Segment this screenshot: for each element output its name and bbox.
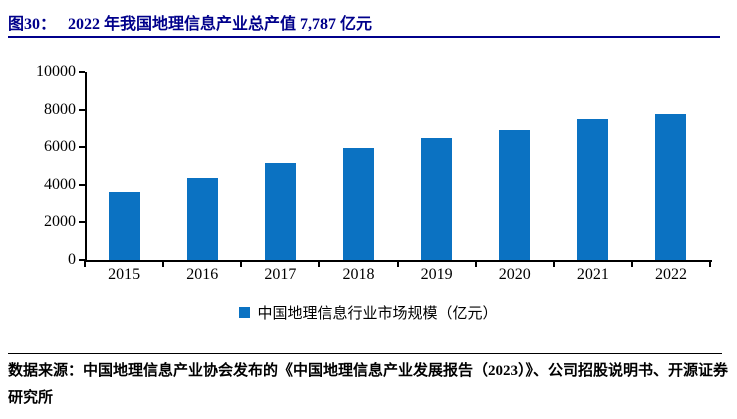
x-axis-tick bbox=[709, 260, 711, 267]
source-rule bbox=[8, 353, 722, 354]
bar-2015 bbox=[108, 192, 140, 260]
source-note: 数据来源：中国地理信息产业协会发布的《中国地理信息产业发展报告（2023）》、公… bbox=[8, 363, 729, 406]
x-axis-tick bbox=[240, 260, 243, 267]
x-axis-label: 2022 bbox=[654, 266, 687, 283]
figure-title: 2022 年我国地理信息产业总产值 7,787 亿元 bbox=[68, 16, 373, 33]
y-axis-tick bbox=[79, 221, 85, 224]
figure-tag: 图30： bbox=[8, 16, 57, 33]
plot-area bbox=[85, 72, 712, 262]
bar-2016 bbox=[186, 178, 218, 260]
x-axis-label: 2016 bbox=[186, 266, 219, 283]
x-axis-tick bbox=[84, 260, 86, 267]
x-axis-label: 2020 bbox=[498, 266, 531, 283]
y-axis-label: 8000 bbox=[44, 100, 76, 118]
x-axis-tick bbox=[630, 260, 633, 267]
bar-2017 bbox=[264, 162, 296, 260]
y-axis-tick bbox=[79, 71, 85, 73]
x-axis-label: 2021 bbox=[576, 266, 609, 283]
x-axis-tick bbox=[396, 260, 399, 267]
bar-2020 bbox=[499, 130, 531, 260]
legend: 中国地理信息行业市场规模（亿元） bbox=[0, 302, 737, 322]
title-rule bbox=[8, 36, 720, 38]
y-axis-tick bbox=[79, 146, 85, 149]
y-axis-label: 2000 bbox=[44, 213, 76, 231]
y-axis-label: 4000 bbox=[44, 175, 76, 193]
x-axis-tick bbox=[162, 260, 165, 267]
x-axis-tick bbox=[474, 260, 477, 267]
bar-2019 bbox=[421, 138, 453, 260]
legend-label: 中国地理信息行业市场规模（亿元） bbox=[257, 305, 498, 322]
x-axis-label: 2017 bbox=[264, 266, 297, 283]
x-axis-tick bbox=[318, 260, 321, 267]
y-axis-label: 0 bbox=[68, 251, 76, 268]
y-axis-tick bbox=[79, 183, 85, 186]
x-axis-label: 2019 bbox=[420, 266, 453, 283]
x-axis-tick bbox=[552, 260, 555, 267]
y-axis-label: 10000 bbox=[36, 63, 76, 80]
bar-2018 bbox=[342, 148, 374, 260]
y-axis-label: 6000 bbox=[44, 138, 76, 156]
y-axis-tick bbox=[79, 259, 85, 261]
bar-2021 bbox=[577, 118, 609, 260]
x-axis-label: 2018 bbox=[342, 266, 375, 283]
chart-header: 图30： 2022 年我国地理信息产业总产值 7,787 亿元 bbox=[8, 10, 372, 34]
x-axis-label: 2015 bbox=[108, 266, 141, 283]
legend-swatch bbox=[239, 306, 251, 318]
bar-2022 bbox=[655, 113, 687, 260]
y-axis-tick bbox=[79, 108, 85, 111]
